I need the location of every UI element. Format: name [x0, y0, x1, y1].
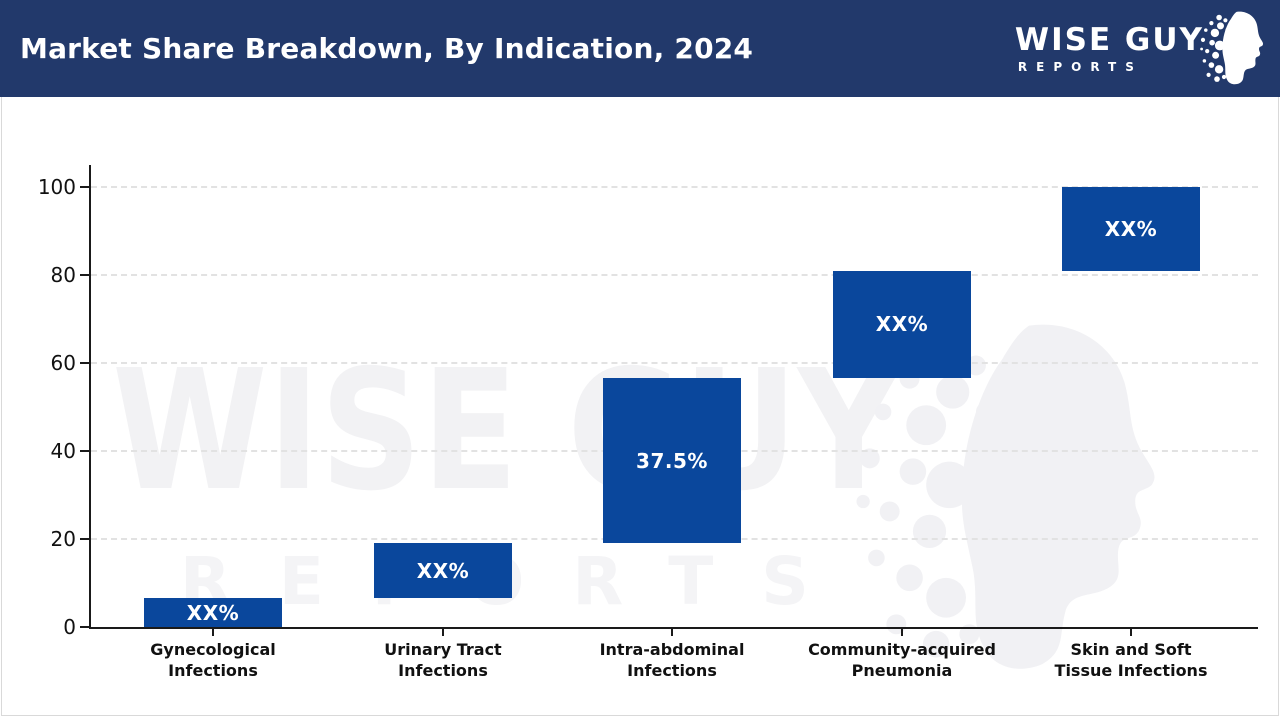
x-axis-line — [89, 627, 1258, 629]
y-tick-label: 100 — [37, 175, 76, 199]
bar-value-label: XX% — [186, 600, 240, 625]
bar-value-label: XX% — [416, 558, 470, 583]
category-label: Skin and Soft Tissue Infections — [1054, 640, 1208, 680]
bar: 37.5% — [603, 378, 741, 544]
y-axis-line — [89, 165, 91, 629]
y-tick — [80, 362, 89, 364]
plot-area: 0 20 40 60 80 100 XX% Gynecological Infections X… — [2, 97, 1278, 715]
chart-panel: WISE GUY REPORTS 0 20 40 60 80 100 XX% Gynecolo… — [1, 97, 1279, 716]
category-label: Intra-abdominal Infections — [599, 640, 745, 680]
y-tick — [80, 626, 89, 628]
bar-value-label: XX% — [875, 312, 929, 337]
category-tick — [671, 629, 673, 636]
category-label: Urinary Tract Infections — [384, 640, 502, 680]
bar: XX% — [833, 270, 971, 379]
chart-title: Market Share Breakdown, By Indication, 2… — [20, 32, 754, 65]
y-tick — [80, 538, 89, 540]
category-tick — [1130, 629, 1132, 636]
y-tick-label: 80 — [50, 263, 76, 287]
wiseguy-logo: WISE GUY REPORTS — [1015, 6, 1266, 92]
y-tick — [80, 450, 89, 452]
gridline — [91, 362, 1258, 364]
logo-wiseguy-text: WISE GUY — [1014, 22, 1204, 58]
y-tick-label: 20 — [50, 527, 76, 551]
gridline — [91, 274, 1258, 276]
category-label: Gynecological Infections — [150, 640, 276, 680]
y-tick-label: 60 — [50, 351, 76, 375]
y-tick-label: 0 — [63, 615, 76, 639]
bar: XX% — [374, 543, 512, 599]
category-tick — [442, 629, 444, 636]
y-tick — [80, 186, 89, 188]
bar-value-label: 37.5% — [636, 448, 708, 473]
y-tick-label: 40 — [50, 439, 76, 463]
gridline — [91, 186, 1258, 188]
bar: XX% — [1062, 187, 1200, 271]
header: Market Share Breakdown, By Indication, 2… — [0, 0, 1280, 97]
watermark-text: WISE GUY — [112, 335, 900, 528]
category-tick — [901, 629, 903, 636]
category-label: Community-acquired Pneumonia — [808, 640, 996, 680]
logo-face-icon — [1196, 8, 1266, 90]
logo-text: WISE GUY REPORTS — [1014, 22, 1204, 74]
category-tick — [212, 629, 214, 636]
bar: XX% — [144, 598, 282, 627]
bar-value-label: XX% — [1104, 216, 1158, 241]
logo-reports-text: REPORTS — [1017, 60, 1143, 74]
y-tick — [80, 274, 89, 276]
